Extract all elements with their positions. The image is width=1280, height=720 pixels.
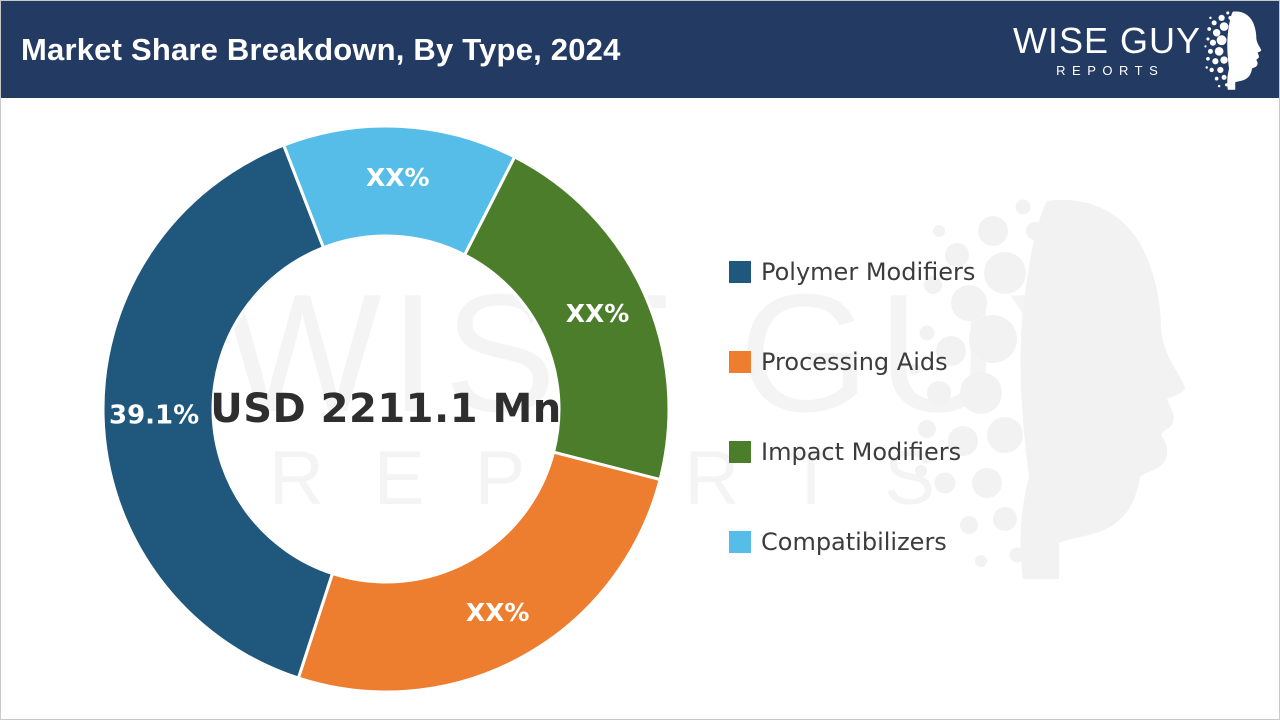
wise-guy-logo: WISE GUY REPORTS <box>1013 9 1265 90</box>
segment-percent-label: XX% <box>366 163 430 192</box>
legend-item-processing-aids[interactable]: Processing Aids <box>729 347 975 377</box>
page-title: Market Share Breakdown, By Type, 2024 <box>21 31 621 67</box>
legend-item-polymer-modifiers[interactable]: Polymer Modifiers <box>729 257 975 287</box>
legend-swatch <box>729 531 751 553</box>
logo-subtitle: REPORTS <box>1056 62 1165 78</box>
legend-swatch <box>729 261 751 283</box>
donut-chart: XX% XX% XX% 39.1% <box>101 124 671 694</box>
donut-segment-impact-modifiers[interactable] <box>463 155 671 482</box>
header: Market Share Breakdown, By Type, 2024 WI… <box>1 1 1279 98</box>
donut-segment-processing-aids[interactable] <box>296 450 662 694</box>
logo-head-icon <box>1204 11 1262 90</box>
segment-percent-label: XX% <box>566 299 630 328</box>
donut-segment-polymer-modifiers[interactable] <box>101 143 334 680</box>
logo-text: WISE GUY REPORTS <box>1012 19 1201 78</box>
logo-wordmark: WISE GUY <box>1012 19 1201 61</box>
legend: Polymer Modifiers Processing Aids Impact… <box>729 257 975 617</box>
legend-label: Impact Modifiers <box>761 438 962 466</box>
legend-item-compatibilizers[interactable]: Compatibilizers <box>729 527 975 557</box>
legend-label: Processing Aids <box>761 348 948 376</box>
segment-percent-label: XX% <box>466 598 530 627</box>
legend-swatch <box>729 441 751 463</box>
legend-label: Compatibilizers <box>761 528 947 556</box>
segment-percent-label: 39.1% <box>109 400 199 430</box>
chart-center-value: USD 2211.1 Mn <box>210 386 562 432</box>
legend-label: Polymer Modifiers <box>761 258 976 286</box>
legend-swatch <box>729 351 751 373</box>
legend-item-impact-modifiers[interactable]: Impact Modifiers <box>729 437 975 467</box>
